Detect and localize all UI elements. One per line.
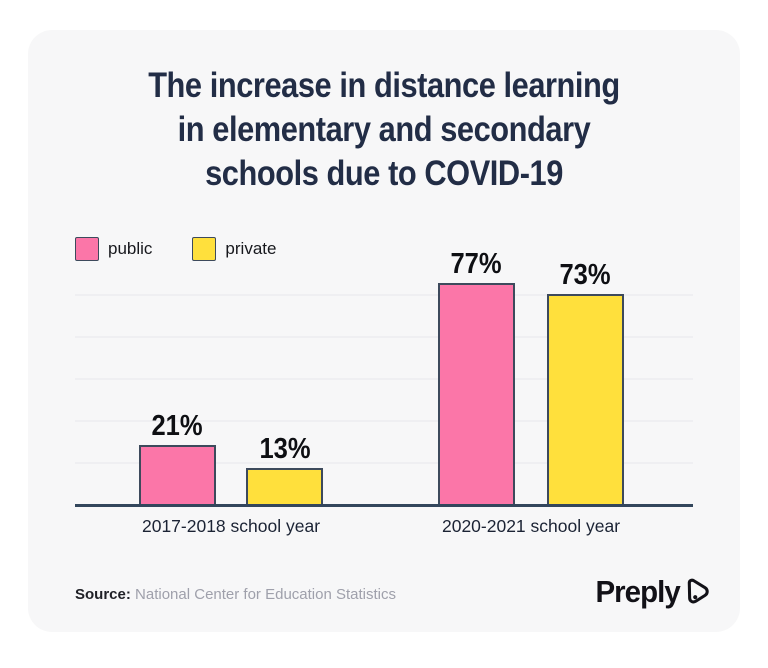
gridline [75, 378, 693, 380]
preply-wordmark: Preply [595, 574, 681, 609]
gridline [75, 462, 693, 464]
legend-item-private: private [192, 237, 276, 261]
source-note: Source: National Center for Education St… [75, 586, 396, 603]
legend-swatch-public [75, 237, 99, 261]
infographic-card: The increase in distance learning in ele… [28, 30, 740, 632]
value-label-private-2020: 73% [559, 259, 611, 292]
bar-private-2017 [246, 468, 323, 506]
source-value: National Center for Education Statistics [135, 586, 396, 603]
value-label-public-2020: 77% [450, 247, 502, 280]
x-axis-line [75, 504, 693, 507]
gridline [75, 420, 693, 422]
gridline [75, 294, 693, 296]
bar-chart: 21% 13% 77% 73% 2017-2018 school year 20… [75, 246, 693, 536]
preply-logo: Preply [591, 574, 710, 610]
value-label-private-2017: 13% [259, 433, 311, 466]
value-label-public-2017: 21% [151, 410, 203, 443]
bar-private-2020 [547, 294, 624, 506]
legend-label-public: public [108, 239, 153, 258]
legend-item-public: public [75, 237, 152, 261]
source-label: Source: [75, 586, 131, 603]
legend: public private [75, 237, 276, 261]
bar-public-2020 [438, 282, 515, 506]
x-axis-label-2017: 2017-2018 school year [141, 516, 321, 536]
bar-public-2017 [139, 445, 216, 506]
preply-logo-icon [683, 577, 710, 608]
x-axis-label-2020: 2020-2021 school year [441, 516, 621, 536]
page-title: The increase in distance learning in ele… [148, 66, 620, 193]
legend-swatch-private [192, 237, 217, 261]
gridline [75, 336, 693, 338]
legend-label-private: private [225, 239, 277, 258]
